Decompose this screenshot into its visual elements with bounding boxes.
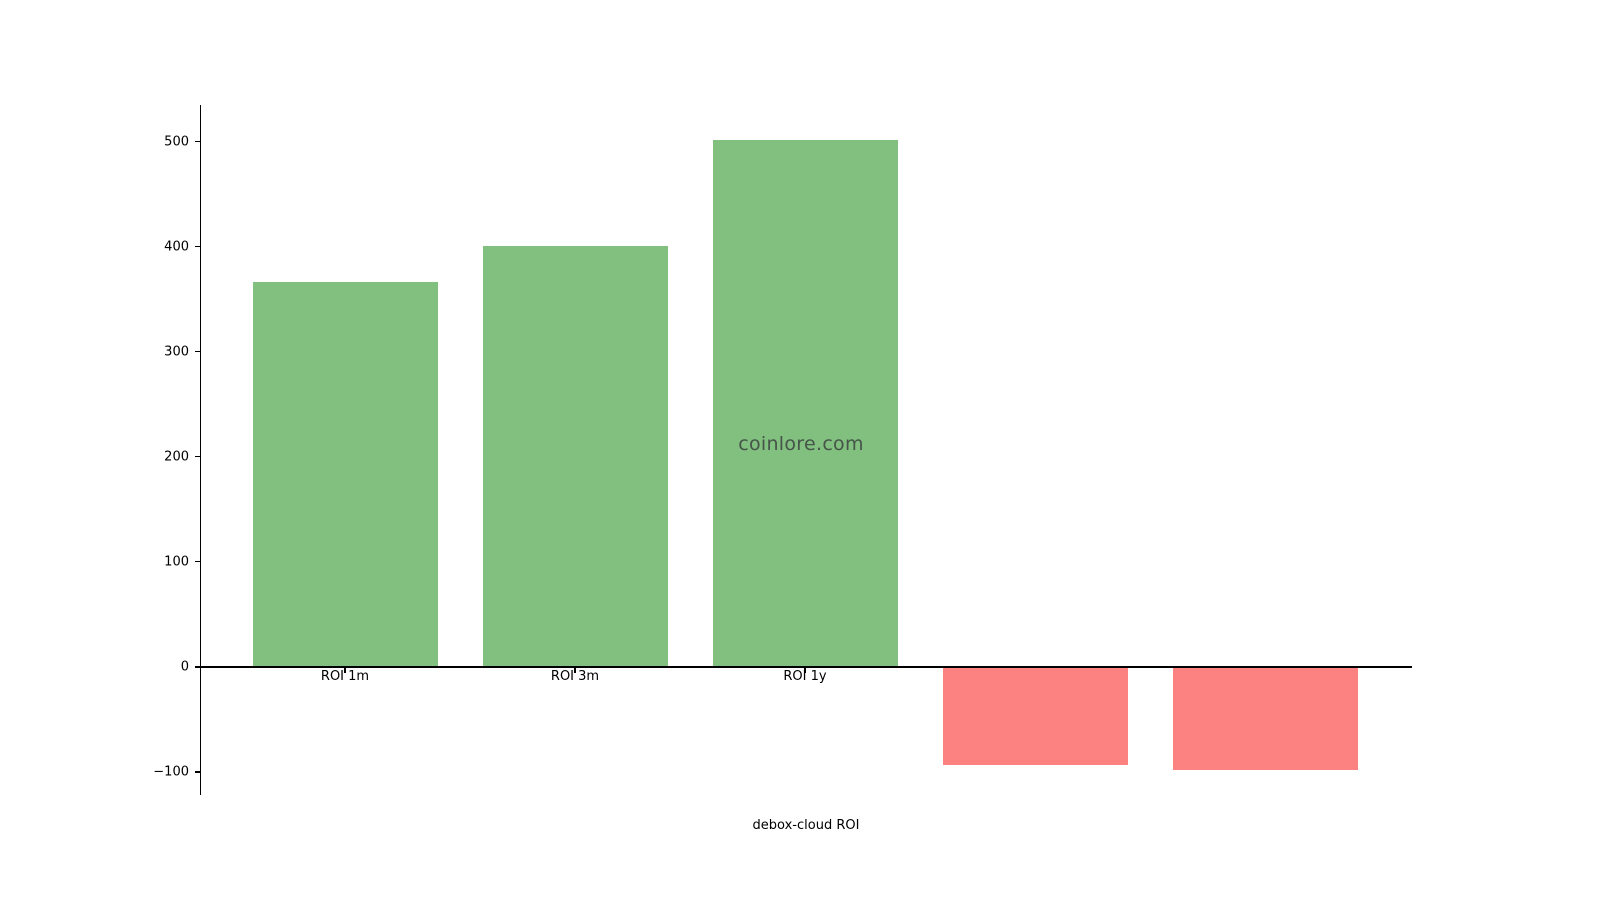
y-axis-tick-label: 100 bbox=[164, 554, 189, 570]
y-axis-tick bbox=[195, 141, 201, 143]
x-axis-tick bbox=[574, 666, 576, 673]
y-axis-tick bbox=[195, 456, 201, 458]
y-axis-tick bbox=[195, 561, 201, 563]
y-axis-tick-label: 300 bbox=[164, 344, 189, 360]
x-axis-tick bbox=[804, 666, 806, 673]
x-axis-tick bbox=[344, 666, 346, 673]
bar-positive bbox=[712, 139, 898, 667]
x-axis-line bbox=[201, 666, 1412, 668]
watermark-text: coinlore.com bbox=[738, 433, 864, 455]
y-axis-tick-label: 400 bbox=[164, 239, 189, 255]
bar-negative bbox=[1172, 666, 1358, 770]
bar-positive bbox=[482, 245, 668, 667]
x-axis-title: debox-cloud ROI bbox=[752, 818, 860, 833]
y-axis-tick-label: −100 bbox=[153, 764, 189, 780]
y-axis-tick bbox=[195, 351, 201, 353]
bar-positive bbox=[252, 282, 438, 667]
y-axis-tick bbox=[195, 666, 201, 668]
x-axis-tick-label: ROI 1m bbox=[320, 668, 370, 684]
y-axis-tick-label: 200 bbox=[164, 449, 189, 465]
y-axis-tick bbox=[195, 246, 201, 248]
y-axis-line bbox=[199, 105, 201, 795]
y-axis-tick bbox=[195, 771, 201, 773]
x-axis-tick-label: ROI 1y bbox=[783, 668, 827, 684]
y-axis-tick-label: 0 bbox=[180, 659, 189, 675]
x-axis-tick-label: ROI 3m bbox=[550, 668, 600, 684]
bar-negative bbox=[942, 666, 1128, 765]
y-axis-tick-label: 500 bbox=[164, 134, 189, 150]
